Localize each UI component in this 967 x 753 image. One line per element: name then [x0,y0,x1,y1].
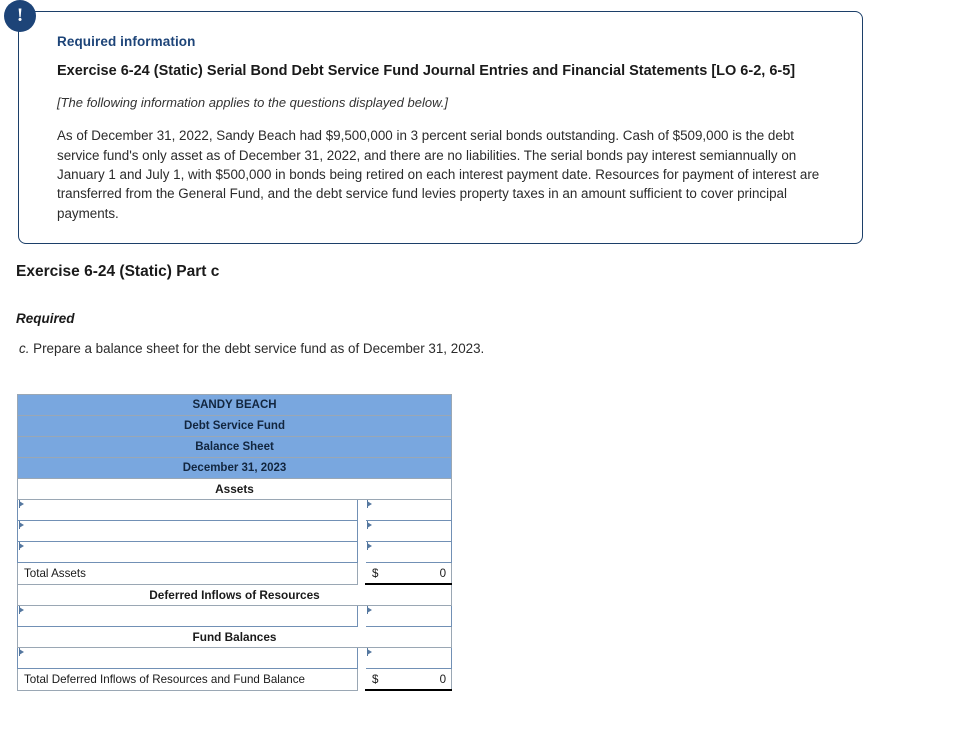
report-date-title: December 31, 2023 [16,457,453,479]
table-row-total-deferred-fund-balance: Total Deferred Inflows of Resources and … [17,668,453,691]
table-row [17,520,453,542]
table-row-title-1: Debt Service Fund [16,415,453,437]
total-assets-value: $ 0 [364,562,453,585]
assets-line-item-input-2[interactable] [17,520,358,542]
exclamation-icon: ! [4,0,36,32]
table-row-title-2: Balance Sheet [16,436,453,458]
dropdown-caret-icon [19,500,24,508]
dropdown-caret-icon [19,648,24,656]
table-row [17,541,453,563]
total-assets-label: Total Assets [17,562,358,585]
dropdown-caret-icon [367,648,372,656]
table-row [17,499,453,521]
currency-symbol: $ [372,673,379,686]
table-row [17,647,453,669]
deferred-line-item-input-1[interactable] [17,605,358,627]
scenario-paragraph: As of December 31, 2022, Sandy Beach had… [57,128,820,221]
gutter-cell [357,499,366,521]
required-heading: Required [16,311,75,326]
gutter-cell [357,668,366,691]
fund-balance-amount-input-1[interactable] [364,647,453,669]
dropdown-caret-icon [367,521,372,529]
applies-note: [The following information applies to th… [57,95,448,111]
assets-amount-input-3[interactable] [364,541,453,563]
assets-amount-input-1[interactable] [364,499,453,521]
gutter-cell [357,520,366,542]
fund-balance-line-item-input-1[interactable] [17,647,358,669]
table-row [17,605,453,627]
dropdown-caret-icon [19,606,24,614]
dropdown-caret-icon [367,606,372,614]
dropdown-caret-icon [367,542,372,550]
table-row-title-3: December 31, 2023 [16,457,453,479]
exercise-title: Exercise 6-24 (Static) Serial Bond Debt … [57,63,796,79]
gutter-cell [357,562,366,585]
required-instruction: c. Prepare a balance sheet for the debt … [19,341,484,356]
section-header-deferred-inflows: Deferred Inflows of Resources [16,583,453,606]
assets-line-item-input-1[interactable] [17,499,358,521]
dropdown-caret-icon [19,542,24,550]
section-header-fund-balances: Fund Balances [16,626,453,648]
assets-amount-input-2[interactable] [364,520,453,542]
gutter-cell [357,605,366,627]
table-row-section-deferred: Deferred Inflows of Resources [16,583,453,606]
total-deferred-and-fund-balance-value: $ 0 [364,668,453,691]
table-row-title-0: SANDY BEACH [16,394,453,416]
total-deferred-and-fund-balance-amount: 0 [439,672,447,686]
balance-sheet-table: SANDY BEACH Debt Service Fund Balance Sh… [16,394,453,691]
page-title: Exercise 6-24 (Static) Part c [16,263,220,280]
currency-symbol: $ [372,567,379,580]
required-information-label: Required information [57,34,196,49]
dropdown-caret-icon [367,500,372,508]
report-fund-title: Debt Service Fund [16,415,453,437]
total-assets-amount: 0 [439,566,447,580]
required-item-text: Prepare a balance sheet for the debt ser… [33,341,485,356]
table-row-section-assets: Assets [16,478,453,500]
report-statement-title: Balance Sheet [16,436,453,458]
gutter-cell [357,541,366,563]
table-row-section-fund-balances: Fund Balances [16,626,453,648]
required-information-callout: ! Required information Exercise 6-24 (St… [4,0,863,245]
table-row-total-assets: Total Assets $ 0 [17,562,453,585]
assets-line-item-input-3[interactable] [17,541,358,563]
section-header-assets: Assets [16,478,453,500]
total-deferred-and-fund-balance-label: Total Deferred Inflows of Resources and … [17,668,358,691]
deferred-amount-input-1[interactable] [364,605,453,627]
gutter-cell [357,647,366,669]
report-entity-title: SANDY BEACH [16,394,453,416]
required-item-letter: c. [19,341,30,356]
dropdown-caret-icon [19,521,24,529]
callout-body: Required information Exercise 6-24 (Stat… [18,11,863,245]
